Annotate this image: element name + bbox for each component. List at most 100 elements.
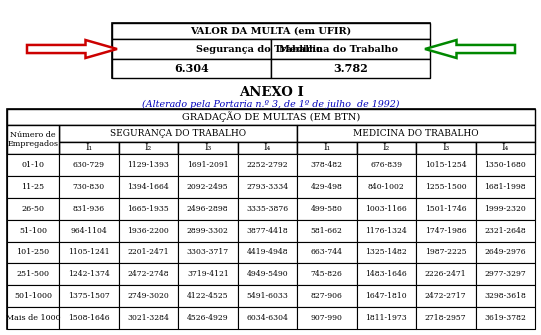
Text: 2718-2957: 2718-2957 bbox=[425, 314, 466, 322]
Text: 1176-1324: 1176-1324 bbox=[365, 226, 407, 234]
Bar bbox=[416, 307, 476, 329]
Text: 251-500: 251-500 bbox=[16, 270, 49, 278]
Text: I₂: I₂ bbox=[144, 143, 152, 152]
Bar bbox=[237, 242, 297, 263]
Bar bbox=[476, 142, 535, 154]
Text: 1129-1393: 1129-1393 bbox=[127, 161, 169, 169]
Bar bbox=[416, 242, 476, 263]
Bar bbox=[7, 109, 535, 329]
Text: 1255-1500: 1255-1500 bbox=[425, 183, 466, 191]
Text: MEDICINA DO TRABALHO: MEDICINA DO TRABALHO bbox=[353, 129, 479, 138]
Bar bbox=[297, 307, 357, 329]
Text: 630-729: 630-729 bbox=[72, 161, 105, 169]
Text: 6034-6304: 6034-6304 bbox=[246, 314, 288, 322]
Text: 3021-3284: 3021-3284 bbox=[127, 314, 169, 322]
Bar bbox=[237, 307, 297, 329]
Bar bbox=[7, 198, 59, 220]
Bar bbox=[59, 220, 118, 242]
Bar bbox=[297, 242, 357, 263]
Text: 26-50: 26-50 bbox=[22, 205, 44, 213]
Text: 840-1002: 840-1002 bbox=[368, 183, 405, 191]
Bar bbox=[118, 198, 178, 220]
Bar bbox=[7, 176, 59, 198]
Text: 1936-2200: 1936-2200 bbox=[127, 226, 169, 234]
Bar bbox=[271, 39, 430, 59]
Text: 1015-1254: 1015-1254 bbox=[425, 161, 466, 169]
Bar bbox=[7, 263, 59, 285]
Text: 3877-4418: 3877-4418 bbox=[246, 226, 288, 234]
Bar bbox=[297, 154, 357, 176]
Text: ANEXO I: ANEXO I bbox=[239, 86, 304, 99]
Bar bbox=[118, 176, 178, 198]
Bar bbox=[237, 142, 297, 154]
Text: 3335-3876: 3335-3876 bbox=[246, 205, 288, 213]
Bar bbox=[357, 242, 416, 263]
Bar bbox=[112, 23, 430, 39]
Text: 2092-2495: 2092-2495 bbox=[187, 183, 228, 191]
Bar bbox=[416, 263, 476, 285]
Bar bbox=[237, 154, 297, 176]
Text: 2649-2976: 2649-2976 bbox=[484, 249, 526, 256]
Bar bbox=[237, 176, 297, 198]
Bar bbox=[7, 125, 59, 154]
Bar bbox=[7, 154, 59, 176]
Bar bbox=[59, 307, 118, 329]
Text: 907-990: 907-990 bbox=[311, 314, 342, 322]
Bar bbox=[476, 285, 535, 307]
Text: 1665-1935: 1665-1935 bbox=[127, 205, 169, 213]
Bar bbox=[118, 307, 178, 329]
Bar bbox=[476, 198, 535, 220]
Text: Medicina do Trabalho: Medicina do Trabalho bbox=[279, 45, 398, 54]
Text: 6.304: 6.304 bbox=[174, 63, 209, 74]
Text: 3.782: 3.782 bbox=[333, 63, 368, 74]
Text: Segurança do Trabalho: Segurança do Trabalho bbox=[196, 45, 323, 54]
Bar bbox=[118, 220, 178, 242]
Bar bbox=[118, 263, 178, 285]
Text: 2226-2471: 2226-2471 bbox=[425, 270, 466, 278]
Text: VALOR DA MULTA (em UFIR): VALOR DA MULTA (em UFIR) bbox=[190, 26, 352, 36]
Text: 4526-4929: 4526-4929 bbox=[187, 314, 228, 322]
Bar bbox=[112, 59, 271, 78]
Bar bbox=[237, 220, 297, 242]
Text: 1325-1482: 1325-1482 bbox=[365, 249, 407, 256]
Text: 2252-2792: 2252-2792 bbox=[247, 161, 288, 169]
Bar bbox=[118, 142, 178, 154]
Text: 499-580: 499-580 bbox=[311, 205, 342, 213]
Bar bbox=[178, 176, 237, 198]
Text: 01-10: 01-10 bbox=[22, 161, 44, 169]
Bar bbox=[59, 142, 118, 154]
Text: 3303-3717: 3303-3717 bbox=[187, 249, 229, 256]
Text: 831-936: 831-936 bbox=[72, 205, 105, 213]
Bar bbox=[59, 263, 118, 285]
Bar bbox=[7, 285, 59, 307]
Bar bbox=[357, 198, 416, 220]
Text: 1375-1507: 1375-1507 bbox=[68, 292, 110, 300]
Text: (Alterado pela Portaria n.º 3, de 1º de julho  de 1992): (Alterado pela Portaria n.º 3, de 1º de … bbox=[142, 99, 400, 109]
Text: 2977-3297: 2977-3297 bbox=[484, 270, 526, 278]
Text: 1394-1664: 1394-1664 bbox=[127, 183, 169, 191]
Bar bbox=[357, 142, 416, 154]
Text: 1105-1241: 1105-1241 bbox=[68, 249, 110, 256]
Bar bbox=[357, 154, 416, 176]
Text: 501-1000: 501-1000 bbox=[14, 292, 52, 300]
Bar bbox=[476, 154, 535, 176]
Text: Número de
Empregados: Número de Empregados bbox=[8, 131, 58, 148]
Bar bbox=[416, 285, 476, 307]
Text: 676-839: 676-839 bbox=[370, 161, 403, 169]
Bar bbox=[357, 307, 416, 329]
Bar bbox=[416, 176, 476, 198]
Text: 2749-3020: 2749-3020 bbox=[127, 292, 169, 300]
Text: 1242-1374: 1242-1374 bbox=[68, 270, 110, 278]
Bar bbox=[416, 154, 476, 176]
Text: 964-1104: 964-1104 bbox=[70, 226, 107, 234]
Text: 11-25: 11-25 bbox=[22, 183, 44, 191]
Text: 581-662: 581-662 bbox=[311, 226, 342, 234]
Text: I₁: I₁ bbox=[85, 143, 93, 152]
Text: 2472-2748: 2472-2748 bbox=[128, 270, 169, 278]
Bar bbox=[237, 285, 297, 307]
Text: 1647-1810: 1647-1810 bbox=[365, 292, 407, 300]
Bar bbox=[476, 176, 535, 198]
Text: I₃: I₃ bbox=[204, 143, 212, 152]
Bar bbox=[357, 285, 416, 307]
Bar bbox=[476, 242, 535, 263]
